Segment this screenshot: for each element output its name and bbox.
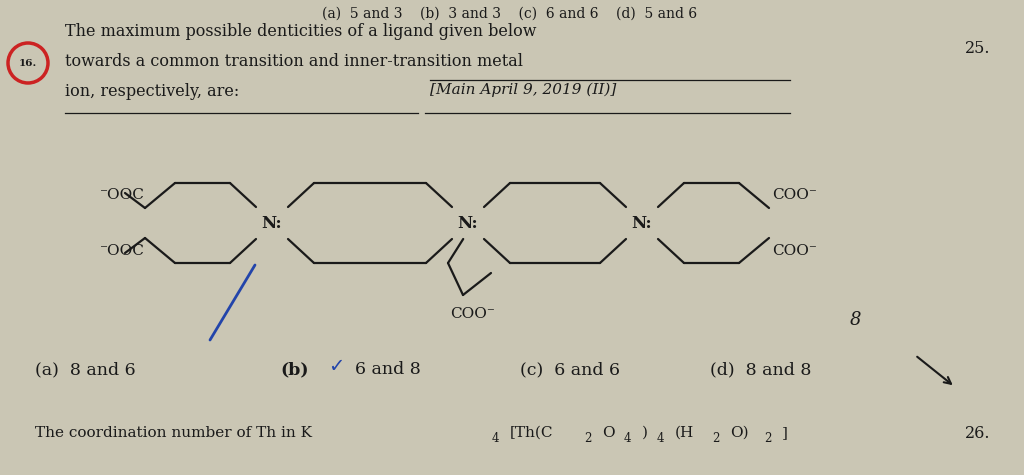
- Text: ⁻OOC: ⁻OOC: [100, 244, 144, 258]
- Text: ): ): [642, 426, 648, 440]
- Text: The maximum possible denticities of a ligand given below: The maximum possible denticities of a li…: [65, 23, 537, 40]
- Text: ]: ]: [782, 426, 787, 440]
- Text: N:: N:: [458, 215, 478, 231]
- Text: 16.: 16.: [18, 58, 37, 67]
- Text: The coordination number of Th in K: The coordination number of Th in K: [35, 426, 312, 440]
- Text: ✓: ✓: [328, 358, 344, 377]
- Text: N:: N:: [632, 215, 652, 231]
- Text: 26.: 26.: [965, 425, 990, 441]
- Text: COO⁻: COO⁻: [772, 244, 817, 258]
- Text: [Th(C: [Th(C: [510, 426, 554, 440]
- Text: 6 and 8: 6 and 8: [355, 361, 421, 379]
- Text: 25.: 25.: [965, 40, 990, 57]
- Text: (b): (b): [280, 361, 308, 379]
- Text: 4: 4: [624, 433, 632, 446]
- Text: O): O): [730, 426, 749, 440]
- Text: ion, respectively, are:: ion, respectively, are:: [65, 83, 240, 100]
- Text: 2: 2: [584, 433, 592, 446]
- Text: COO⁻: COO⁻: [772, 188, 817, 202]
- Text: (d)  8 and 8: (d) 8 and 8: [710, 361, 811, 379]
- Text: 2: 2: [764, 433, 771, 446]
- Text: N:: N:: [262, 215, 283, 231]
- Text: ⁻OOC: ⁻OOC: [100, 188, 144, 202]
- Text: 4: 4: [492, 433, 500, 446]
- Text: (a)  5 and 3    (b)  3 and 3    (c)  6 and 6    (d)  5 and 6: (a) 5 and 3 (b) 3 and 3 (c) 6 and 6 (d) …: [323, 7, 697, 21]
- Text: 4: 4: [657, 433, 665, 446]
- Text: O: O: [602, 426, 614, 440]
- Text: towards a common transition and inner-transition metal: towards a common transition and inner-tr…: [65, 53, 523, 70]
- Text: [Main April 9, 2019 (II)]: [Main April 9, 2019 (II)]: [430, 83, 616, 97]
- Text: 8: 8: [849, 311, 861, 329]
- Text: (H: (H: [675, 426, 694, 440]
- Text: (a)  8 and 6: (a) 8 and 6: [35, 361, 135, 379]
- Text: COO⁻: COO⁻: [451, 307, 496, 321]
- Text: (c)  6 and 6: (c) 6 and 6: [520, 361, 620, 379]
- Text: 2: 2: [712, 433, 720, 446]
